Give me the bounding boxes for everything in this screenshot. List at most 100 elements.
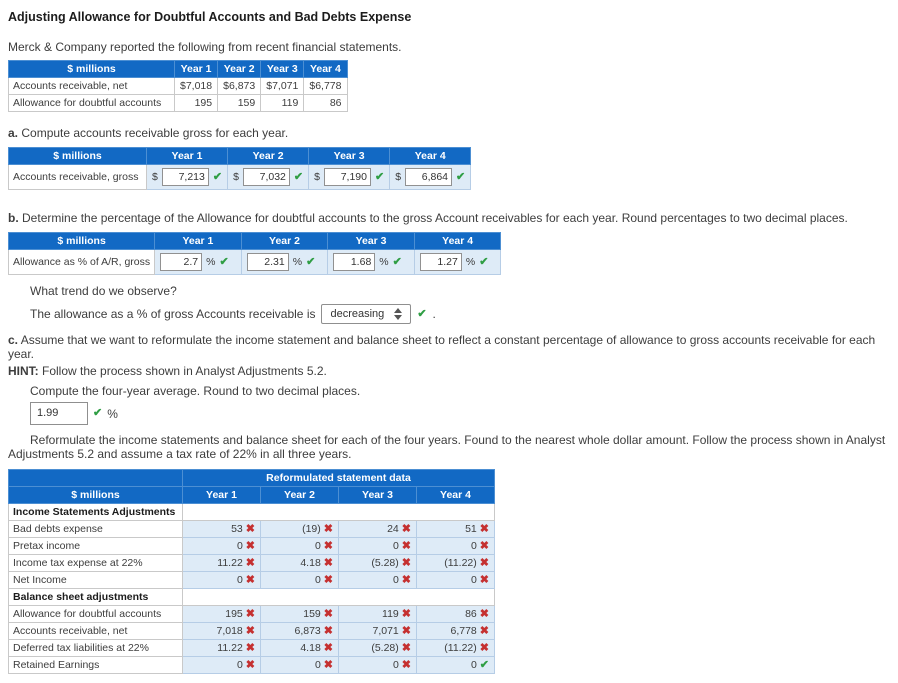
- trend-question: What trend do we observe?: [30, 284, 177, 298]
- select-value: decreasing: [330, 308, 385, 320]
- row-label: Retained Earnings: [8, 656, 183, 674]
- gross-ar-input-year4[interactable]: 6,864: [405, 168, 453, 186]
- answer-cell[interactable]: 6,873 ✖: [260, 622, 339, 640]
- grade-check-icon: ✔: [392, 255, 402, 268]
- row-label: Bad debts expense: [8, 520, 183, 538]
- answer-cell[interactable]: (5.28) ✖: [338, 554, 417, 572]
- dollar-sign: $: [152, 171, 158, 183]
- grade-x-icon: ✖: [401, 557, 411, 569]
- percent-sign: %: [206, 256, 216, 268]
- col-header-year4: Year 4: [413, 232, 502, 250]
- col-header-year3: Year 3: [327, 232, 415, 250]
- col-header-year2: Year 2: [240, 232, 329, 250]
- cell-value: 159: [217, 94, 262, 112]
- answer-cell[interactable]: 11.22 ✖: [182, 554, 261, 572]
- answer-cell[interactable]: (11.22) ✖: [416, 554, 495, 572]
- col-header-year1: Year 1: [182, 486, 261, 504]
- answer-cell[interactable]: 53 ✖: [182, 520, 261, 538]
- trend-select[interactable]: decreasing: [321, 304, 412, 324]
- answer-cell[interactable]: 0 ✖: [416, 571, 495, 589]
- part-b-prompt: b. Determine the percentage of the Allow…: [8, 211, 890, 225]
- answer-cell[interactable]: 0 ✖: [182, 571, 261, 589]
- percent-sign: %: [292, 256, 303, 268]
- cell-value: 86: [465, 608, 477, 620]
- cell-value: 0: [470, 540, 477, 552]
- answer-cell[interactable]: 119 ✖: [338, 605, 417, 623]
- col-header-year1: Year 1: [154, 232, 242, 250]
- grade-check-icon: ✔: [479, 659, 489, 671]
- table-row: Accounts receivable, gross $ 7,213 ✔ $ 7…: [8, 164, 472, 190]
- grade-x-icon: ✖: [401, 540, 411, 552]
- page-title: Adjusting Allowance for Doubtful Account…: [8, 10, 412, 24]
- grade-x-icon: ✖: [323, 659, 333, 671]
- gross-ar-input-year3[interactable]: 7,190: [323, 168, 371, 186]
- col-header-year3: Year 3: [308, 147, 391, 165]
- answer-cell[interactable]: 0 ✖: [260, 571, 339, 589]
- answer-cell[interactable]: 0 ✖: [182, 537, 261, 555]
- answer-cell[interactable]: 24 ✖: [338, 520, 417, 538]
- table-row: Deferred tax liabilities at 22% 11.22 ✖ 4…: [8, 639, 495, 657]
- table-row: Allowance as % of A/R, gross 2.7 % ✔ 2.3…: [7, 249, 502, 275]
- grade-x-icon: ✖: [401, 625, 411, 637]
- allowance-pct-input-year3[interactable]: 1.68: [333, 253, 376, 271]
- grade-x-icon: ✖: [245, 625, 255, 637]
- trend-answer-line: The allowance as a % of gross Accounts r…: [30, 304, 890, 324]
- answer-cell[interactable]: 51 ✖: [416, 520, 495, 538]
- answer-cell[interactable]: 0 ✖: [416, 537, 495, 555]
- col-header-year1: Year 1: [145, 147, 229, 165]
- cell-value: 7,071: [372, 625, 399, 637]
- answer-cell[interactable]: 4.18 ✖: [260, 639, 339, 657]
- cell-value: 0: [470, 574, 477, 586]
- header-row: $ millions Year 1 Year 2 Year 3 Year 4: [8, 147, 472, 165]
- cell-value: 0: [314, 574, 321, 586]
- answer-cell[interactable]: (19) ✖: [260, 520, 339, 538]
- row-label: Allowance for doubtful accounts: [8, 605, 183, 623]
- section-label: Balance sheet adjustments: [8, 588, 183, 606]
- answer-cell[interactable]: 86 ✖: [416, 605, 495, 623]
- grade-check-icon: ✔: [456, 170, 466, 183]
- cell-value: 0: [236, 574, 243, 586]
- answer-cell[interactable]: 0 ✖: [260, 656, 339, 674]
- col-header-year2: Year 2: [217, 60, 262, 78]
- answer-cell[interactable]: 195 ✖: [182, 605, 261, 623]
- answer-cell[interactable]: 0 ✔: [416, 656, 495, 674]
- dollar-sign: $: [395, 171, 402, 183]
- grade-x-icon: ✖: [479, 625, 489, 637]
- row-label: Deferred tax liabilities at 22%: [8, 639, 183, 657]
- grade-x-icon: ✖: [245, 608, 255, 620]
- answer-cell[interactable]: 6,778 ✖: [416, 622, 495, 640]
- row-label: Net Income: [8, 571, 183, 589]
- cell-value: $7,018: [173, 77, 219, 95]
- gross-ar-input-year1[interactable]: 7,213: [161, 168, 209, 186]
- cell-value: 159: [303, 608, 321, 620]
- grade-check-icon: ✔: [293, 170, 304, 183]
- answer-cell[interactable]: 159 ✖: [260, 605, 339, 623]
- answer-cell[interactable]: 7,071 ✖: [338, 622, 417, 640]
- header-row: $ millions Year 1 Year 2 Year 3 Year 4: [8, 60, 348, 78]
- gross-ar-input-year2[interactable]: 7,032: [242, 168, 290, 186]
- average-input[interactable]: 1.99: [30, 402, 88, 425]
- hint-line: HINT: Follow the process shown in Analys…: [8, 364, 890, 378]
- answer-cell[interactable]: 0 ✖: [338, 537, 417, 555]
- answer-cell[interactable]: (5.28) ✖: [338, 639, 417, 657]
- part-text: Compute accounts receivable gross for ea…: [21, 126, 289, 140]
- grade-x-icon: ✖: [245, 540, 255, 552]
- allowance-pct-input-year2[interactable]: 2.31: [246, 253, 289, 271]
- answer-cell[interactable]: (11.22) ✖: [416, 639, 495, 657]
- section-row: Income Statements Adjustments: [8, 503, 495, 521]
- cell-value: 86: [303, 94, 348, 112]
- col-header-millions: $ millions: [8, 486, 183, 504]
- answer-cell[interactable]: 7,018 ✖: [182, 622, 261, 640]
- answer-cell[interactable]: 0 ✖: [338, 656, 417, 674]
- answer-cell[interactable]: 4.18 ✖: [260, 554, 339, 572]
- answer-cell[interactable]: 11.22 ✖: [182, 639, 261, 657]
- allowance-pct-input-year4[interactable]: 1.27: [419, 253, 462, 271]
- answer-cell[interactable]: 0 ✖: [260, 537, 339, 555]
- answer-cell[interactable]: 0 ✖: [338, 571, 417, 589]
- row-label: Income tax expense at 22%: [8, 554, 183, 572]
- answer-cell[interactable]: 0 ✖: [182, 656, 261, 674]
- col-header-year4: Year 4: [389, 147, 472, 165]
- cell-value: 0: [470, 659, 477, 671]
- cell-value: 4.18: [300, 557, 321, 569]
- allowance-pct-input-year1[interactable]: 2.7: [160, 253, 203, 271]
